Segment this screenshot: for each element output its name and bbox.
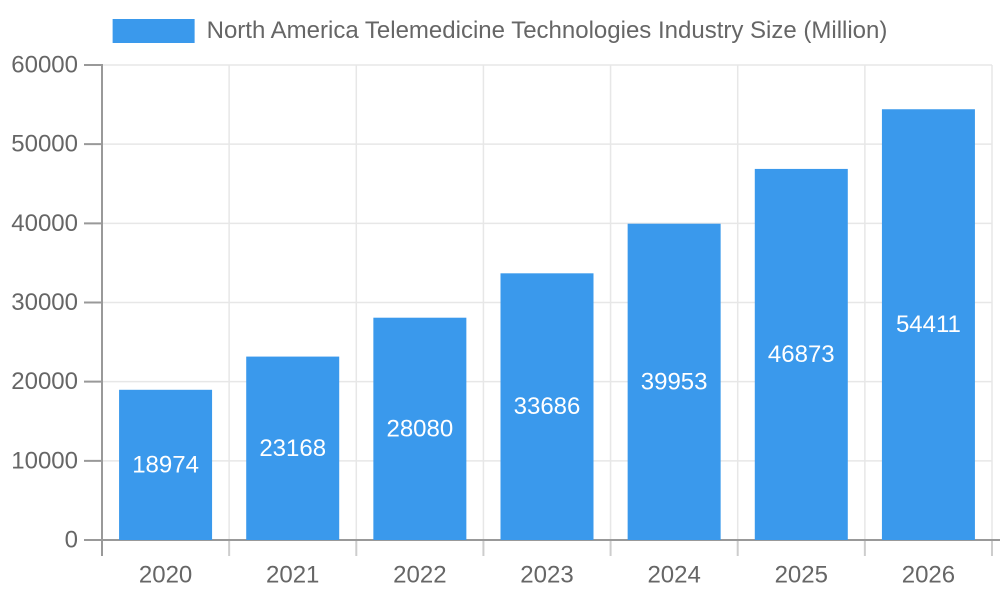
legend-label: North America Telemedicine Technologies …: [206, 17, 888, 44]
bar-2024[interactable]: [627, 223, 721, 540]
y-tick-label: 50000: [11, 131, 78, 158]
x-tick-label: 2025: [775, 562, 828, 589]
y-tick-label: 60000: [11, 52, 78, 79]
bar-value-label: 28080: [386, 415, 453, 442]
bar-2023[interactable]: [500, 273, 594, 540]
bar-value-label: 33686: [514, 393, 581, 420]
x-tick-label: 2022: [393, 562, 446, 589]
legend-swatch: [112, 19, 195, 43]
bar-2026[interactable]: [881, 109, 975, 540]
legend-item[interactable]: North America Telemedicine Technologies …: [112, 17, 888, 45]
y-tick-label: 10000: [11, 447, 78, 474]
bar-value-label: 23168: [259, 435, 326, 462]
x-tick-label: 2021: [266, 562, 319, 589]
y-tick-label: 0: [65, 527, 78, 554]
y-tick-label: 30000: [11, 289, 78, 316]
bar-2022[interactable]: [373, 317, 467, 540]
bar-value-label: 54411: [896, 311, 961, 338]
x-tick-label: 2020: [139, 562, 192, 589]
bar-2021[interactable]: [246, 356, 340, 540]
x-tick-label: 2026: [902, 562, 955, 589]
y-tick-label: 20000: [11, 368, 78, 395]
bar-value-label: 46873: [768, 341, 835, 368]
bar-value-label: 39953: [641, 368, 708, 395]
x-tick-label: 2024: [647, 562, 700, 589]
bar-2020[interactable]: [119, 389, 213, 540]
bar-value-label: 18974: [132, 451, 199, 478]
x-tick-label: 2023: [520, 562, 573, 589]
bar-2025[interactable]: [754, 168, 848, 540]
y-tick-label: 40000: [11, 210, 78, 237]
